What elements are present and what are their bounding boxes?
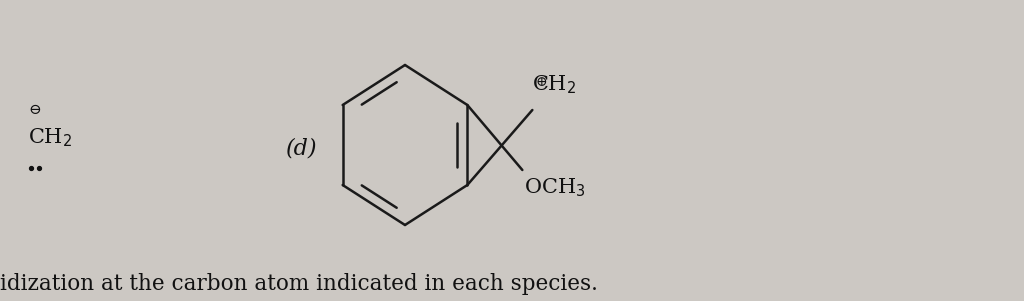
Text: ⊕: ⊕ (536, 75, 547, 89)
Text: CH$_2$: CH$_2$ (28, 127, 73, 149)
Text: CH$_2$: CH$_2$ (532, 73, 577, 96)
Text: idization at the carbon atom indicated in each species.: idization at the carbon atom indicated i… (0, 273, 598, 295)
Text: ⊖: ⊖ (28, 103, 41, 117)
Text: OCH$_3$: OCH$_3$ (524, 176, 586, 199)
Text: (d): (d) (287, 137, 317, 159)
